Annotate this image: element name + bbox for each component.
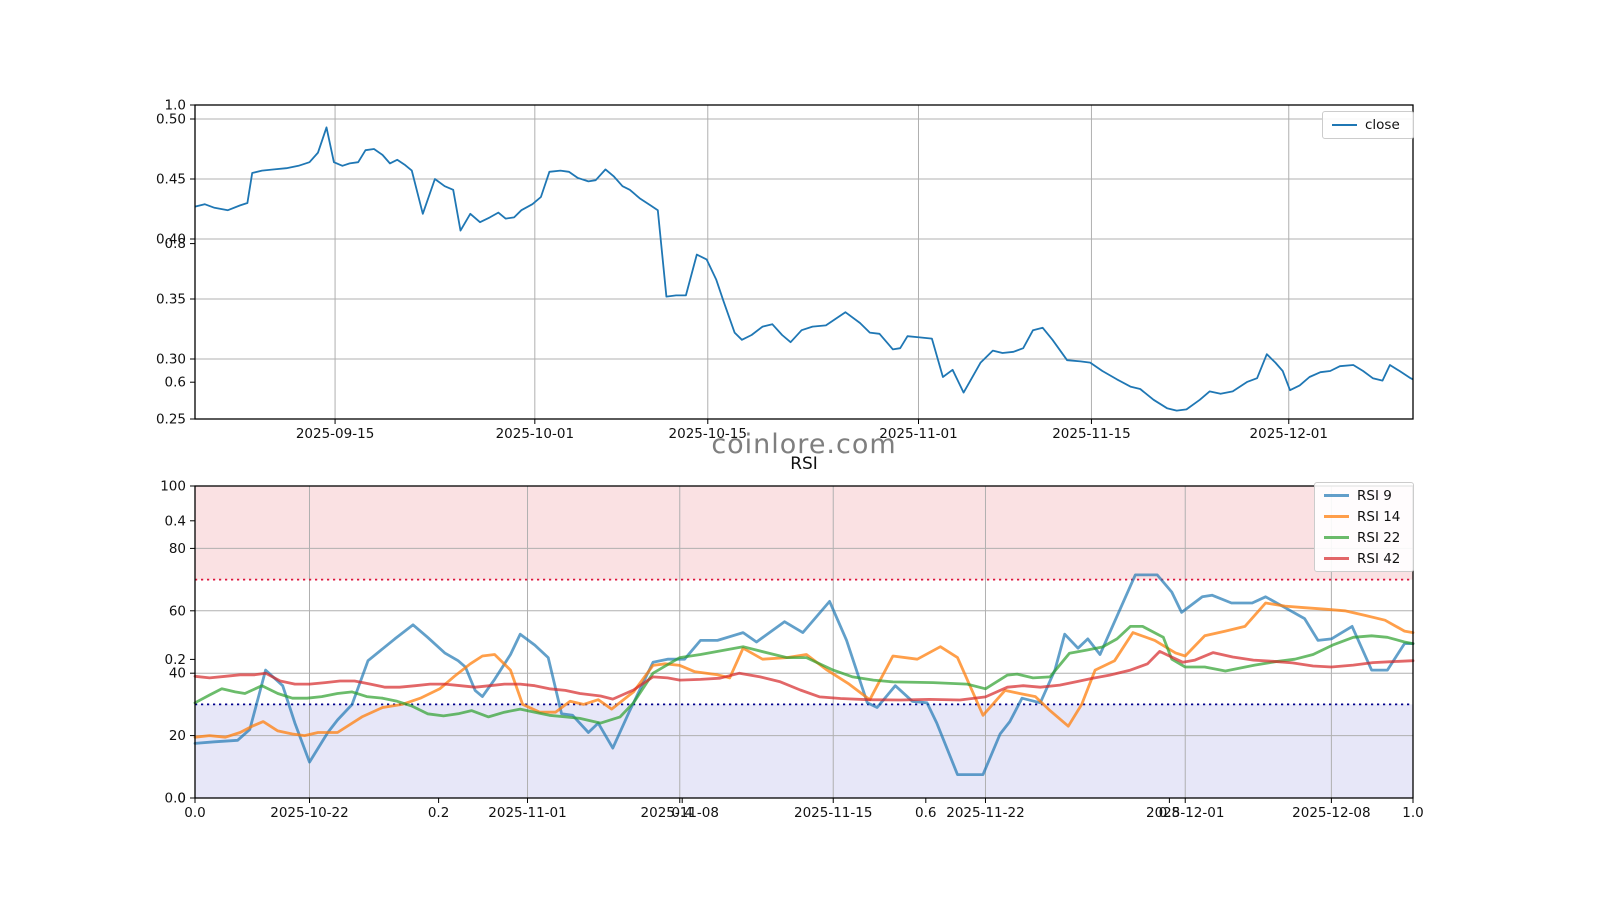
price-y-axis: 0.50 0.45 0.40 0.35 0.30 0.25 (156, 112, 195, 428)
svg-text:2025-09-15: 2025-09-15 (296, 426, 374, 442)
rsi-line-rsi14 (193, 601, 1415, 739)
rsi-band-oversold (195, 704, 1413, 798)
price-plot-border (194, 104, 1414, 420)
svg-text:80: 80 (169, 541, 186, 557)
legend-label-rsi14: RSI 14 (1357, 508, 1401, 525)
svg-text:60: 60 (169, 603, 186, 619)
rsi14-line-swatch (1324, 515, 1349, 518)
svg-text:2025-10-22: 2025-10-22 (270, 805, 348, 821)
svg-text:0.4: 0.4 (165, 513, 186, 529)
svg-text:0.30: 0.30 (156, 352, 186, 368)
rsi-chart-title: RSI (790, 454, 818, 474)
svg-text:0.0: 0.0 (165, 791, 186, 807)
svg-text:2025-10-15: 2025-10-15 (669, 426, 747, 442)
svg-text:2025-12-01: 2025-12-01 (1250, 426, 1328, 442)
legend-item-rsi42: RSI 42 (1324, 551, 1404, 567)
svg-text:2025-11-15: 2025-11-15 (1052, 426, 1130, 442)
rsi-line-rsi9 (193, 573, 1415, 776)
svg-text:0.50: 0.50 (156, 112, 186, 128)
rsi-line-rsi22 (193, 625, 1415, 725)
svg-text:0.4: 0.4 (671, 805, 692, 821)
svg-text:0.40: 0.40 (156, 232, 186, 248)
rsi-y-axis: 100 80 60 40 20 0 (160, 479, 195, 807)
svg-text:2025-11-01: 2025-11-01 (488, 805, 566, 821)
legend-label-rsi9: RSI 9 (1357, 487, 1392, 504)
overlay-x-axis: 0.0 0.2 0.4 0.6 0.8 1.0 (184, 798, 1424, 821)
rsi-line-rsi42 (193, 650, 1415, 702)
legend-item-rsi14: RSI 14 (1324, 509, 1404, 525)
legend-label-rsi42: RSI 42 (1357, 550, 1401, 567)
svg-text:2025-11-15: 2025-11-15 (794, 805, 872, 821)
svg-text:100: 100 (160, 479, 186, 495)
svg-text:0.8: 0.8 (165, 236, 186, 252)
legend-label-close: close (1365, 117, 1400, 133)
close-line-swatch (1332, 124, 1357, 126)
svg-text:40: 40 (169, 666, 186, 682)
svg-text:2025-12-08: 2025-12-08 (1292, 805, 1370, 821)
watermark: coinlore.com (711, 429, 897, 460)
rsi-x-axis: 2025-10-22 2025-11-01 2025-11-08 2025-11-15… (270, 798, 1371, 821)
overlay-y-axis: 1.0 0.8 0.6 0.4 0.2 0.0 (165, 98, 195, 807)
rsi42-line-swatch (1324, 557, 1349, 560)
svg-text:0.35: 0.35 (156, 292, 186, 308)
svg-text:2025-12-01: 2025-12-01 (1146, 805, 1224, 821)
svg-text:0.0: 0.0 (184, 805, 205, 821)
legend-close: close (1322, 111, 1414, 139)
rsi22-line-swatch (1324, 536, 1349, 539)
svg-text:2025-10-01: 2025-10-01 (496, 426, 574, 442)
rsi-band-overbought (195, 486, 1413, 580)
svg-text:0.45: 0.45 (156, 172, 186, 188)
svg-text:0.6: 0.6 (915, 805, 936, 821)
rsi9-line-swatch (1324, 494, 1349, 497)
svg-text:0.6: 0.6 (165, 375, 186, 391)
legend-item-close: close (1332, 117, 1404, 133)
legend-label-rsi22: RSI 22 (1357, 529, 1401, 546)
legend-rsi: RSI 9 RSI 14 RSI 22 RSI 42 (1314, 482, 1414, 572)
svg-text:0.25: 0.25 (156, 412, 186, 428)
svg-text:0.2: 0.2 (165, 652, 186, 668)
svg-text:2025-11-01: 2025-11-01 (879, 426, 957, 442)
svg-text:2025-11-08: 2025-11-08 (641, 805, 719, 821)
legend-item-rsi22: RSI 22 (1324, 530, 1404, 546)
close-line (194, 126, 1414, 412)
svg-text:0.8: 0.8 (1159, 805, 1180, 821)
svg-text:20: 20 (169, 728, 186, 744)
svg-text:1.0: 1.0 (165, 98, 186, 114)
svg-text:0.2: 0.2 (428, 805, 449, 821)
svg-text:0: 0 (177, 791, 186, 807)
svg-text:1.0: 1.0 (1402, 805, 1423, 821)
rsi-plot-border (194, 485, 1414, 799)
price-x-axis: 2025-09-15 2025-10-01 2025-10-15 2025-11-01… (296, 419, 1328, 442)
legend-item-rsi9: RSI 9 (1324, 488, 1404, 504)
svg-text:2025-11-22: 2025-11-22 (946, 805, 1024, 821)
